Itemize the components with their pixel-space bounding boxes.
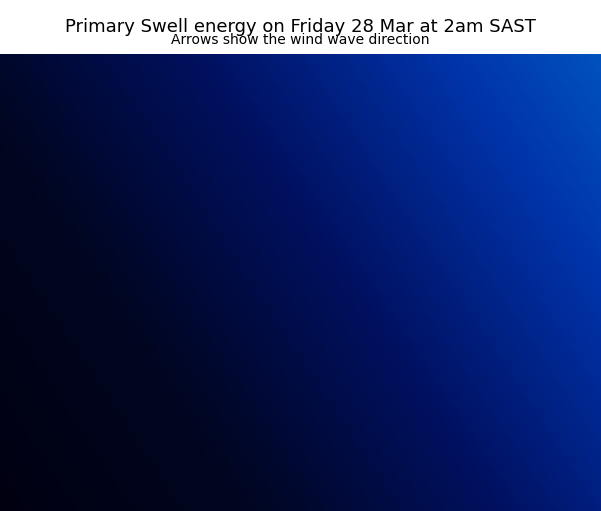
Text: Primary Swell energy on Friday 28 Mar at 2am SAST: Primary Swell energy on Friday 28 Mar at… [65,18,536,36]
Text: Arrows show the wind wave direction: Arrows show the wind wave direction [171,33,430,47]
